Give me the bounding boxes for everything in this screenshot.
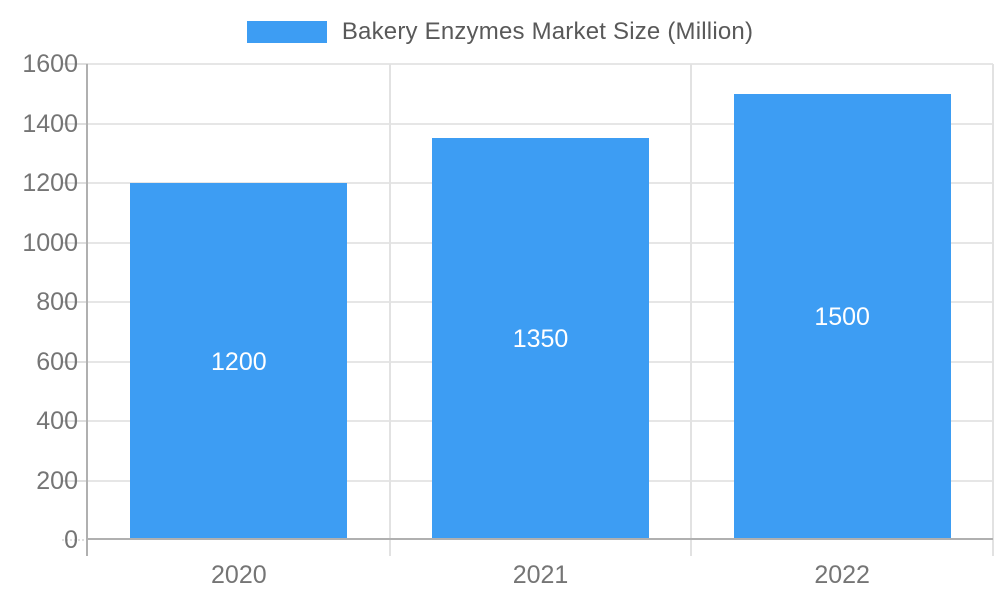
y-axis-tick [62, 420, 88, 422]
bar-2020[interactable]: 1200 [130, 183, 348, 540]
x-axis-line [88, 538, 993, 540]
y-axis-tick [62, 182, 88, 184]
legend-swatch [246, 21, 327, 43]
y-axis-line [86, 64, 88, 556]
legend-series-label: Bakery Enzymes Market Size (Million) [341, 18, 754, 45]
y-axis-tick [62, 122, 88, 125]
y-axis-tick [62, 63, 88, 65]
bar-value-label: 1200 [211, 347, 267, 376]
y-axis-label: 400 [36, 407, 78, 435]
x-axis-label: 2020 [211, 561, 267, 589]
y-axis-label: 600 [36, 347, 78, 376]
x-gridline [992, 64, 994, 556]
plot-area: 1200 1350 1500 [88, 63, 994, 556]
y-axis-tick [62, 479, 88, 482]
y-axis-label: 200 [36, 466, 78, 495]
bar-2022[interactable]: 1500 [733, 93, 951, 540]
y-axis-tick [62, 301, 88, 303]
bar-2021[interactable]: 1350 [432, 138, 649, 540]
y-axis-label: 1400 [22, 109, 78, 138]
y-axis-tick [62, 360, 88, 363]
bar-value-label: 1350 [512, 325, 569, 354]
y-gridline [88, 122, 993, 125]
y-axis-tick [62, 539, 88, 541]
x-axis-label: 2022 [814, 561, 870, 589]
x-gridline [690, 64, 693, 556]
bar-value-label: 1500 [814, 302, 870, 331]
y-axis-label: 1600 [22, 50, 78, 78]
y-axis-label: 1200 [22, 169, 78, 197]
x-axis-label: 2021 [512, 561, 569, 589]
y-axis-label: 800 [36, 288, 78, 316]
y-axis-tick [62, 241, 88, 244]
y-axis-label: 1000 [22, 228, 78, 257]
y-axis-label: 0 [64, 526, 78, 554]
y-gridline [88, 63, 993, 65]
chart-legend[interactable]: Bakery Enzymes Market Size (Million) [0, 18, 1000, 46]
x-gridline [388, 64, 391, 556]
